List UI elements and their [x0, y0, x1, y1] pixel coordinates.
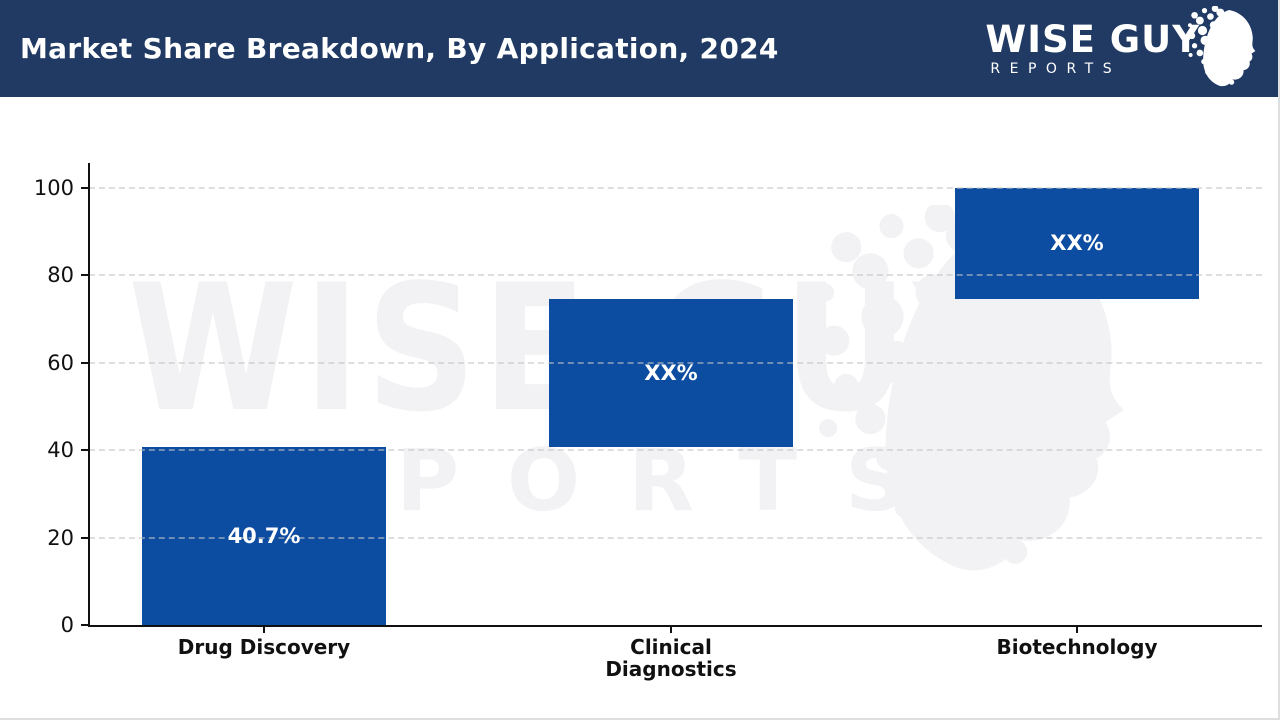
x-tick-mark [263, 625, 265, 633]
chart-header: Market Share Breakdown, By Application, … [0, 0, 1278, 97]
gridline-100 [89, 186, 1262, 189]
x-axis-label-drug-discovery: Drug Discovery [114, 635, 414, 659]
bar-value-label: XX% [1050, 231, 1104, 256]
logo-head-icon [1184, 6, 1266, 92]
y-tick-label: 80 [47, 263, 74, 287]
y-tick-mark [81, 624, 89, 626]
bar-value-label: 40.7% [227, 523, 301, 548]
page-title: Market Share Breakdown, By Application, … [20, 32, 779, 65]
x-axis-label-clinical-diagnostics: Clinical Diagnostics [521, 635, 821, 681]
logo-tagline-text: REPORTS [990, 60, 1122, 77]
wise-guy-reports-logo: WISE GUY REPORTS [985, 5, 1266, 93]
y-tick-label: 40 [47, 438, 74, 462]
bar-drug-discovery[interactable] [142, 446, 386, 625]
gridline-20 [89, 536, 1262, 539]
x-tick-mark [670, 625, 672, 633]
y-tick-label: 0 [60, 613, 74, 637]
y-axis-line [88, 163, 90, 627]
x-tick-mark [1076, 625, 1078, 633]
logo-name-text: WISE GUY [985, 18, 1200, 62]
x-axis-label-line: Biotechnology [996, 635, 1158, 659]
y-tick-label: 60 [47, 350, 74, 375]
bar-value-label: XX% [644, 361, 698, 385]
y-tick-label: 20 [47, 525, 74, 550]
gridline-40 [89, 449, 1262, 451]
x-axis-label-biotechnology: Biotechnology [927, 635, 1227, 659]
gridline-80 [89, 274, 1262, 276]
x-axis-label-line: Clinical [630, 635, 712, 659]
x-axis-label-line: Drug Discovery [177, 635, 351, 659]
y-tick-mark [81, 536, 89, 539]
y-tick-mark [81, 186, 89, 189]
y-tick-mark [81, 449, 89, 451]
y-tick-label: 100 [33, 175, 74, 200]
y-tick-mark [81, 361, 89, 364]
x-axis-label-line: Diagnostics [605, 656, 737, 681]
gridline-60 [89, 361, 1262, 364]
bar-clinical-diagnostics[interactable] [549, 299, 793, 447]
y-tick-mark [81, 274, 89, 276]
x-axis-line [88, 625, 1262, 627]
